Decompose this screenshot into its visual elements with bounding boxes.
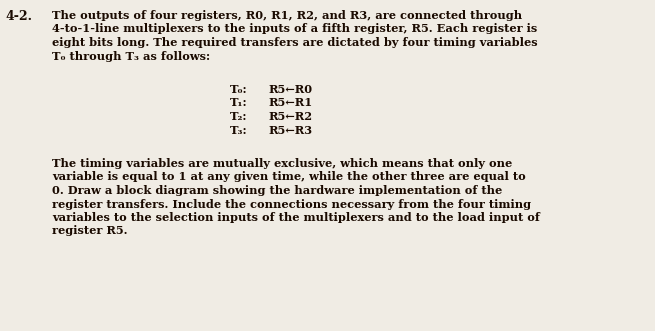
Text: T₃:: T₃:	[230, 124, 248, 135]
Text: R5←R3: R5←R3	[268, 124, 312, 135]
Text: R5←R0: R5←R0	[268, 84, 312, 95]
Text: 4-2.: 4-2.	[5, 10, 32, 23]
Text: R5←R2: R5←R2	[268, 111, 312, 122]
Text: register transfers. Include the connections necessary from the four timing: register transfers. Include the connecti…	[52, 199, 531, 210]
Text: variables to the selection inputs of the multiplexers and to the load input of: variables to the selection inputs of the…	[52, 212, 540, 223]
Text: T₁:: T₁:	[230, 98, 248, 109]
Text: The timing variables are mutually exclusive, which means that only one: The timing variables are mutually exclus…	[52, 158, 512, 169]
Text: variable is equal to 1 at any given time, while the other three are equal to: variable is equal to 1 at any given time…	[52, 171, 526, 182]
Text: register R5.: register R5.	[52, 225, 128, 237]
Text: eight bits long. The required transfers are dictated by four timing variables: eight bits long. The required transfers …	[52, 37, 538, 48]
Text: T₀:: T₀:	[230, 84, 248, 95]
Text: The outputs of four registers, R0, R1, R2, and R3, are connected through: The outputs of four registers, R0, R1, R…	[52, 10, 522, 21]
Text: T₂:: T₂:	[230, 111, 248, 122]
Text: 4-to-1-line multiplexers to the inputs of a fifth register, R5. Each register is: 4-to-1-line multiplexers to the inputs o…	[52, 24, 537, 34]
Text: R5←R1: R5←R1	[268, 98, 312, 109]
Text: 0. Draw a block diagram showing the hardware implementation of the: 0. Draw a block diagram showing the hard…	[52, 185, 502, 196]
Text: T₀ through T₃ as follows:: T₀ through T₃ as follows:	[52, 51, 210, 62]
